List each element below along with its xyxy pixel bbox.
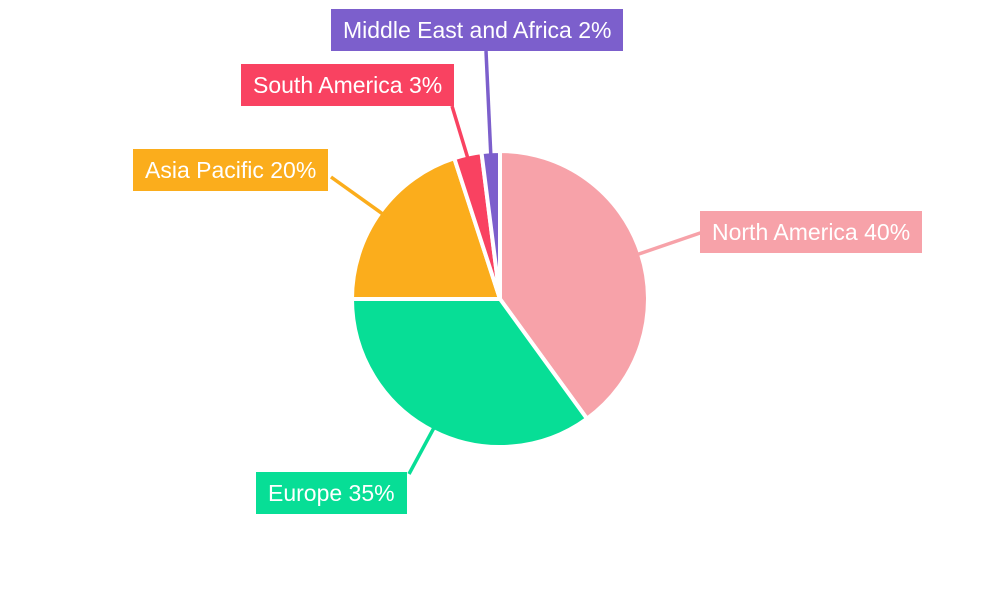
callout-text: South America 3% [253,72,443,98]
callout-text: Asia Pacific 20% [145,157,317,183]
callout-label-middle-east-africa: Middle East and Africa 2% [331,9,624,51]
callout-text: North America 40% [712,219,911,245]
leader-line-middle-east-africa [484,50,493,160]
leader-lines [329,50,704,475]
pie-slices [350,149,650,449]
callout-label-asia-pacific: Asia Pacific 20% [133,149,329,191]
callout-label-south-america: South America 3% [241,64,455,106]
leader-line-europe [407,423,438,475]
leader-line-south-america [450,105,471,163]
callout-label-europe: Europe 35% [256,472,407,514]
leader-line-asia-pacific [329,175,389,219]
callout-text: Europe 35% [268,480,395,506]
callout-label-north-america: North America 40% [700,211,923,253]
leader-line-north-america [632,230,704,258]
callout-text: Middle East and Africa 2% [343,17,612,43]
